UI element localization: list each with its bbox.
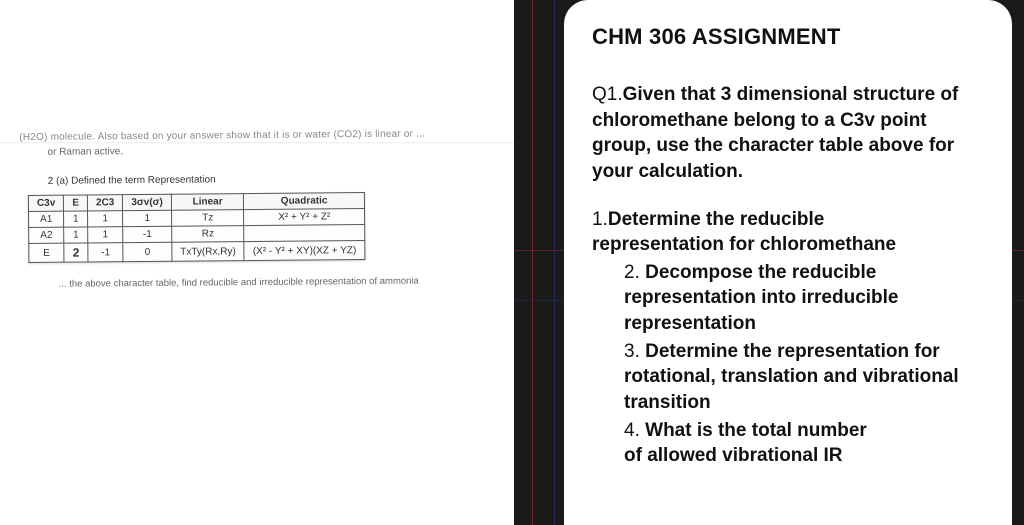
item-bold: Decompose the reducible representation i…: [624, 262, 899, 334]
answer-list: 1.Determine the reducible representation…: [592, 207, 984, 470]
item-rest: representation for chloromethane: [592, 232, 984, 258]
scan-faint-line: (H2O) molecule. Also based on your answe…: [19, 128, 493, 143]
list-item: 2. Decompose the reducible representatio…: [592, 260, 984, 337]
grid-line: [554, 0, 555, 525]
cell: 0: [123, 242, 172, 261]
cell: 1: [64, 211, 88, 227]
question-1: Q1.Given that 3 dimensional structure of…: [592, 82, 984, 185]
cell: -1: [88, 243, 124, 262]
col-header: 3σv(σ): [123, 194, 172, 210]
scanned-document-panel: (H2O) molecule. Also based on your answe…: [0, 0, 514, 525]
assignment-title: CHM 306 ASSIGNMENT: [592, 24, 984, 50]
table-row: E 2 -1 0 TxTy(Rx,Ry) (X² - Y² + XY)(XZ +…: [29, 241, 365, 263]
cell: 1: [123, 210, 172, 226]
list-item: 3. Determine the representation for rota…: [592, 339, 984, 416]
item-number: 3.: [624, 341, 640, 362]
scan-footnote: ... the above character table, find redu…: [59, 275, 495, 290]
cell: Rz: [172, 226, 245, 243]
list-item: 4. What is the total number of allowed v…: [592, 418, 984, 470]
cell: [244, 225, 365, 242]
assignment-panel: CHM 306 ASSIGNMENT Q1.Given that 3 dimen…: [514, 0, 1024, 525]
scan-question-2a: 2 (a) Defined the term Representation: [48, 172, 494, 187]
col-header: Linear: [171, 194, 244, 211]
item-number: 4.: [624, 420, 640, 441]
character-table: C3v E 2C3 3σv(σ) Linear Quadratic A1 1 1…: [28, 192, 366, 263]
cell: TxTy(Rx,Ry): [172, 242, 245, 262]
cell: -1: [123, 226, 172, 242]
q1-body: Given that 3 dimensional structure of ch…: [592, 84, 958, 182]
item-bold: What is the total number: [645, 420, 867, 441]
cell: (X² - Y² + XY)(XZ + YZ): [244, 241, 365, 261]
col-header: E: [64, 195, 88, 211]
col-header: 2C3: [87, 195, 122, 211]
scan-content: (H2O) molecule. Also based on your answe…: [19, 128, 494, 290]
item-number: 2.: [624, 262, 640, 283]
item-bold: Determine the representation for rotatio…: [624, 341, 959, 413]
item-rest-cutoff: of allowed vibrational IR: [624, 443, 984, 469]
cell: 1: [88, 227, 123, 243]
col-header: C3v: [28, 195, 63, 211]
cell: 1: [88, 211, 123, 227]
cell: 1: [64, 227, 88, 243]
item-number: 1.: [592, 209, 608, 230]
cell: E: [29, 243, 65, 262]
col-header: Quadratic: [244, 193, 365, 210]
list-item: 1.Determine the reducible representation…: [592, 207, 984, 258]
scan-raman-line: or Raman active.: [47, 143, 493, 158]
cell: X² + Y² + Z²: [244, 209, 365, 226]
q1-prefix: Q1.: [592, 84, 623, 105]
grid-line: [532, 0, 533, 525]
cell: Tz: [171, 210, 244, 227]
cell: A1: [29, 211, 64, 227]
item-bold: Determine the reducible: [608, 209, 824, 230]
cell: 2: [64, 243, 88, 262]
assignment-card: CHM 306 ASSIGNMENT Q1.Given that 3 dimen…: [564, 0, 1012, 525]
cell: A2: [29, 227, 64, 243]
